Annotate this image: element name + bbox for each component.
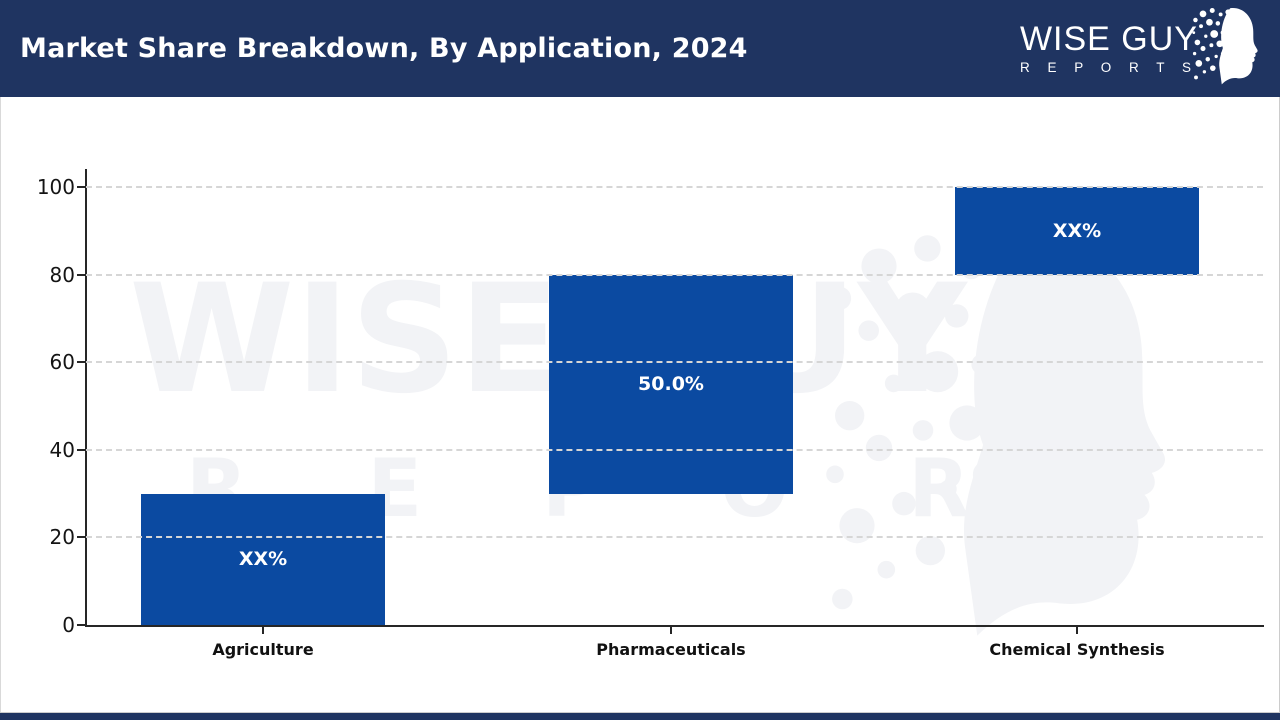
bar-agriculture bbox=[141, 493, 385, 625]
gridline-100 bbox=[86, 186, 1263, 188]
footer-band bbox=[0, 713, 1280, 720]
x-tick-label: Agriculture bbox=[212, 640, 314, 659]
wise-guy-reports-logo: WISE GUY R E P O R T S bbox=[1020, 6, 1266, 90]
x-tick-mark bbox=[262, 627, 264, 634]
logo-face-icon bbox=[1182, 6, 1266, 90]
gridline-80 bbox=[86, 273, 1263, 276]
page-title: Market Share Breakdown, By Application, … bbox=[20, 33, 748, 64]
plot-area: WISE GUY R E P O R T S 020406080100XX%Ag… bbox=[0, 97, 1280, 712]
logo-wordmark: WISE GUY bbox=[1019, 20, 1198, 59]
y-tick-label: 20 bbox=[49, 525, 75, 550]
logo-text: WISE GUY R E P O R T S bbox=[1020, 22, 1198, 75]
y-tick-label: 40 bbox=[49, 437, 75, 462]
logo-subtitle: R E P O R T S bbox=[1019, 60, 1198, 76]
x-tick-label: Chemical Synthesis bbox=[989, 640, 1165, 659]
y-tick-mark bbox=[77, 448, 86, 451]
gridline-60 bbox=[86, 361, 1263, 364]
y-tick-mark bbox=[77, 536, 86, 539]
y-axis-line bbox=[85, 169, 87, 627]
y-tick-mark bbox=[77, 186, 86, 188]
x-axis-line bbox=[85, 625, 1264, 627]
y-tick-mark bbox=[77, 273, 86, 276]
y-tick-label: 60 bbox=[49, 350, 75, 375]
y-tick-mark bbox=[77, 361, 86, 364]
header-band: Market Share Breakdown, By Application, … bbox=[0, 0, 1280, 97]
footer-divider bbox=[0, 712, 1280, 713]
watermark-wordmark: WISE GUY bbox=[129, 253, 967, 427]
bar-value-label: 50.0% bbox=[638, 373, 704, 396]
bar-value-label: XX% bbox=[238, 548, 288, 571]
bar-value-label: XX% bbox=[1052, 219, 1102, 242]
y-tick-label: 0 bbox=[62, 613, 75, 637]
y-tick-label: 100 bbox=[36, 175, 75, 199]
y-tick-mark bbox=[77, 624, 86, 626]
x-tick-mark bbox=[1076, 627, 1078, 634]
bar-chemical-synthesis bbox=[955, 187, 1199, 275]
x-tick-label: Pharmaceuticals bbox=[596, 640, 746, 659]
gridline-40 bbox=[86, 448, 1263, 451]
bar-pharmaceuticals bbox=[549, 274, 793, 494]
watermark-face-icon bbox=[813, 225, 1165, 665]
x-tick-mark bbox=[670, 627, 672, 634]
y-tick-label: 80 bbox=[49, 262, 75, 287]
gridline-20 bbox=[86, 536, 1263, 539]
